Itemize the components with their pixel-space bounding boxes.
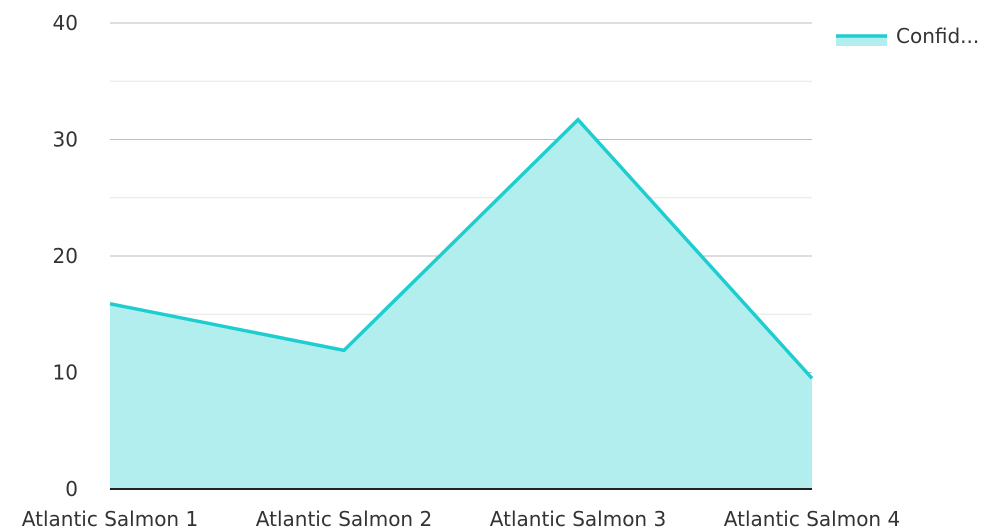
- series-area-layer: [109, 117, 814, 489]
- y-axis-ticks: 0 10 20 30 40: [53, 11, 78, 501]
- x-axis-ticks: Atlantic Salmon 1 Atlantic Salmon 2 Atlant…: [22, 507, 900, 531]
- series-line: [109, 117, 814, 380]
- x-tick-label: Atlantic Salmon 2: [256, 507, 432, 531]
- x-tick-label: Atlantic Salmon 1: [22, 507, 198, 531]
- y-tick-label: 40: [53, 11, 78, 35]
- y-tick-label: 30: [53, 128, 78, 152]
- x-tick-label: Atlantic Salmon 4: [724, 507, 900, 531]
- x-tick-label: Atlantic Salmon 3: [490, 507, 666, 531]
- legend[interactable]: Confid...: [836, 24, 979, 48]
- series-area-fill: [110, 119, 812, 489]
- y-tick-label: 10: [53, 361, 78, 385]
- y-tick-label: 20: [53, 244, 78, 268]
- legend-label: Confid...: [896, 24, 979, 48]
- legend-swatch: [836, 37, 887, 46]
- y-tick-label: 0: [65, 477, 78, 501]
